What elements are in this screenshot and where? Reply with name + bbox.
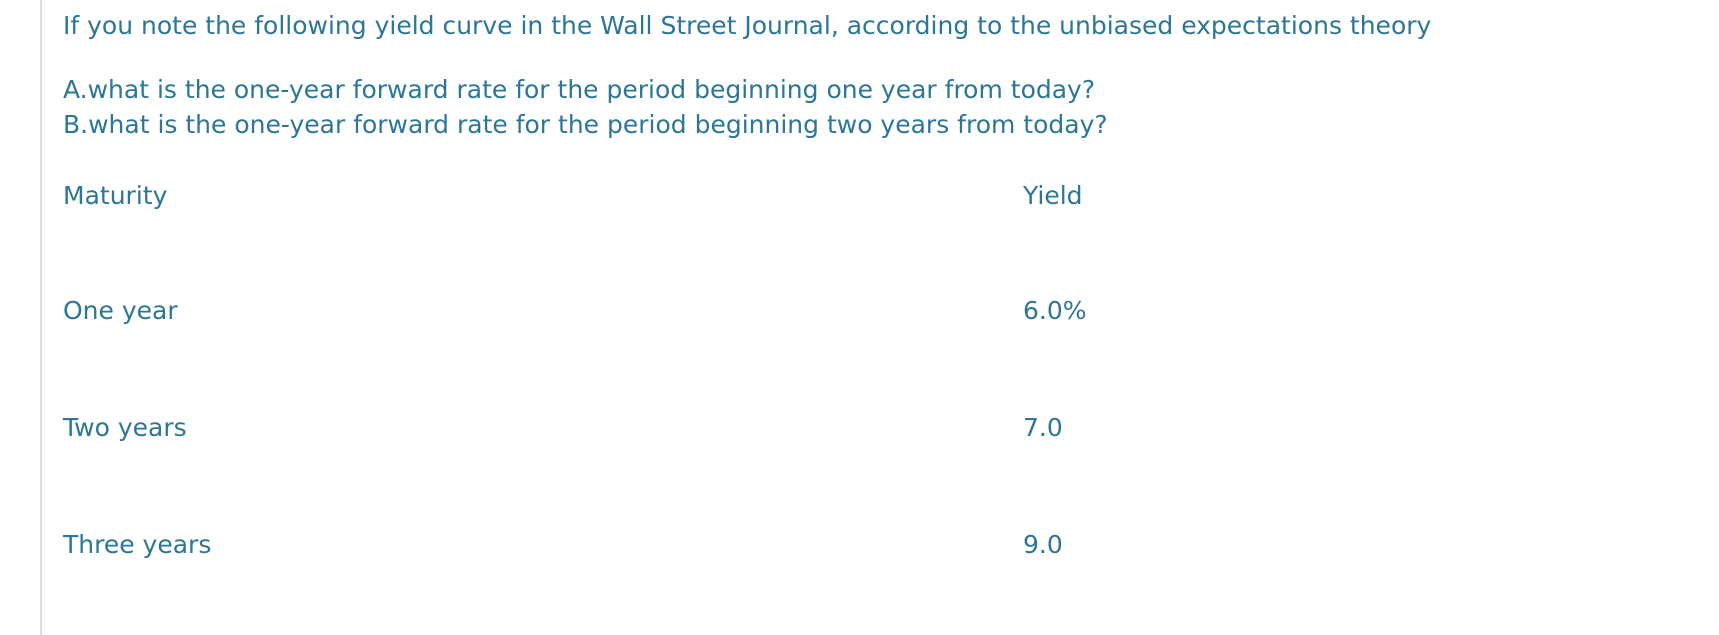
yield-cell: 9.0: [1023, 530, 1063, 559]
left-border-line: [40, 0, 42, 635]
table-row: One year 6.0%: [63, 298, 1663, 323]
yield-cell: 6.0%: [1023, 296, 1087, 325]
question-part-a: A.what is the one-year forward rate for …: [63, 75, 1096, 104]
maturity-cell: One year: [63, 296, 178, 325]
maturity-cell: Two years: [63, 413, 187, 442]
question-intro: If you note the following yield curve in…: [63, 11, 1432, 40]
question-part-b: B.what is the one-year forward rate for …: [63, 110, 1108, 139]
maturity-column-header: Maturity: [63, 181, 168, 210]
maturity-cell: Three years: [63, 530, 212, 559]
table-row: Two years 7.0: [63, 415, 1663, 440]
table-row: Three years 9.0: [63, 532, 1663, 557]
yield-cell: 7.0: [1023, 413, 1063, 442]
yield-table-header-row: Maturity Yield: [63, 183, 1663, 208]
yield-column-header: Yield: [1023, 181, 1083, 210]
